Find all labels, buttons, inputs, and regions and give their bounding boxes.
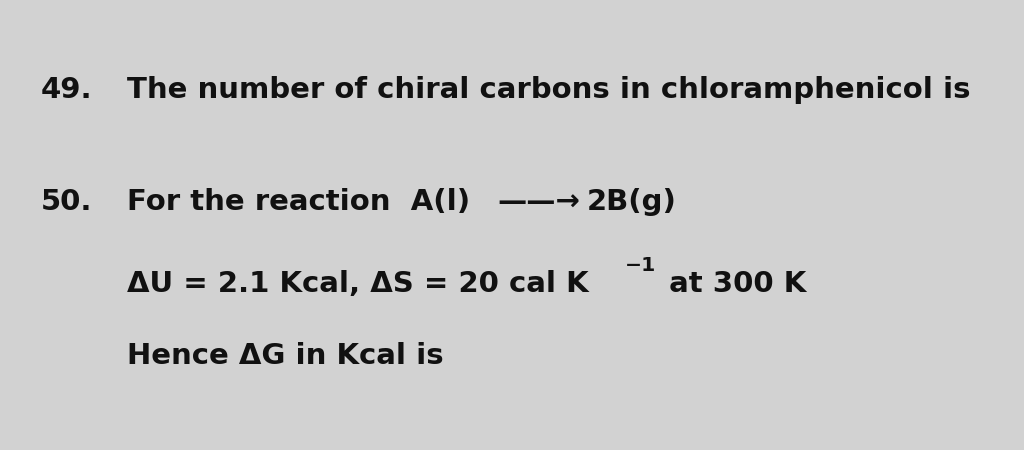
Text: −1: −1: [625, 256, 656, 275]
Text: 2B(g): 2B(g): [587, 189, 677, 216]
Text: The number of chiral carbons in chloramphenicol is: The number of chiral carbons in chloramp…: [127, 76, 971, 104]
Text: 50.: 50.: [41, 189, 92, 216]
Text: ΔU = 2.1 Kcal, ΔS = 20 cal K: ΔU = 2.1 Kcal, ΔS = 20 cal K: [127, 270, 589, 297]
Text: ——→: ——→: [498, 189, 580, 216]
Text: at 300 K: at 300 K: [658, 270, 806, 297]
Text: For the reaction  A(l): For the reaction A(l): [127, 189, 470, 216]
Text: 49.: 49.: [41, 76, 93, 104]
Text: Hence ΔG in Kcal is: Hence ΔG in Kcal is: [127, 342, 443, 369]
